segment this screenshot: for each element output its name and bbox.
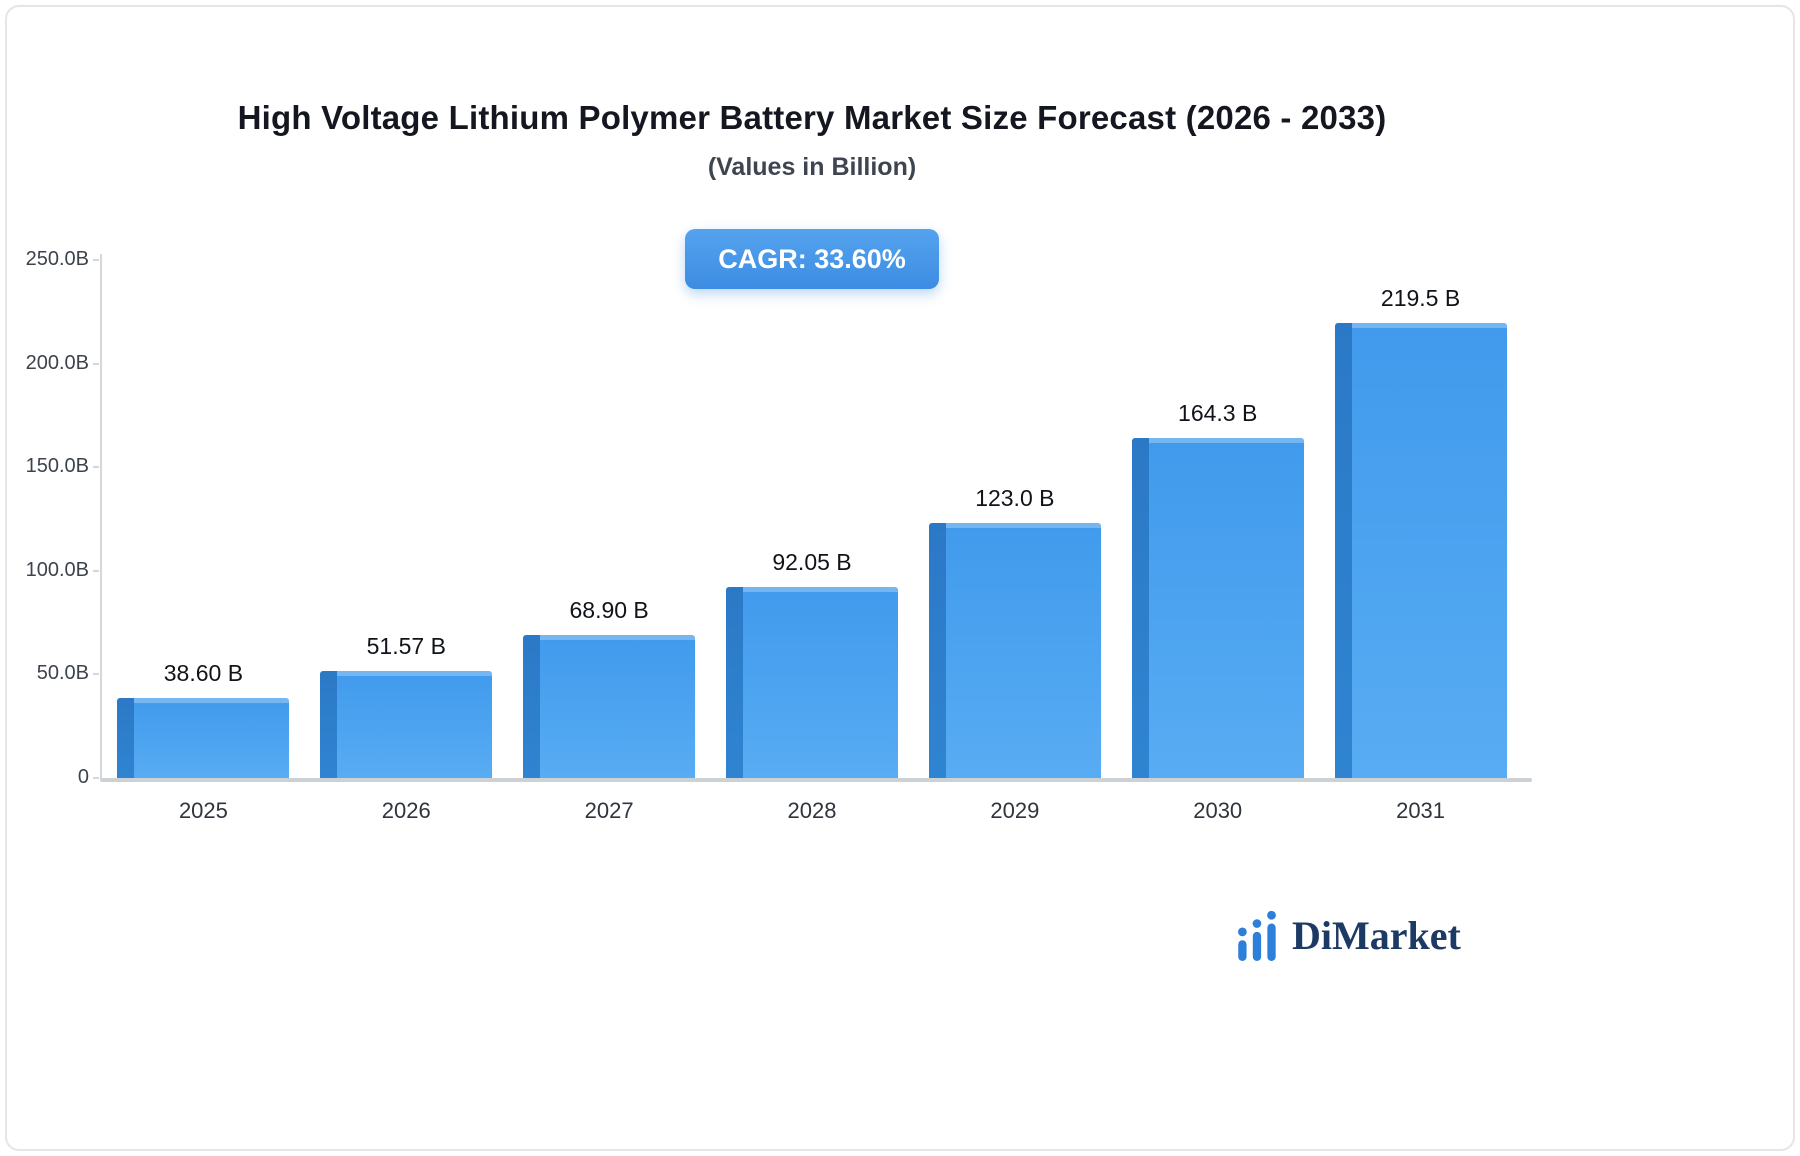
bar-value-label: 68.90 B (569, 597, 649, 624)
x-axis-label: 2025 (178, 798, 228, 823)
bar-2025 (117, 698, 290, 778)
x-axis-label: 2029 (990, 798, 1040, 823)
bar-side-face (1334, 323, 1352, 778)
bar-value-label: 92.05 B (772, 549, 852, 576)
bar-value-label: 164.3 B (1178, 399, 1258, 426)
cagr-badge-label: CAGR: 33.60% (718, 243, 906, 274)
bar-side-face (523, 635, 541, 778)
bars: 38.60 B 2025 51.57 B 2026 68.90 B 2027 92.05 B… (7, 7, 1793, 1149)
brand-logo-text: DiMarket (1292, 912, 1461, 958)
bar-2026 (320, 671, 493, 778)
bar-front-face (540, 635, 696, 778)
bar-2027 (523, 635, 696, 778)
bar-side-face (117, 698, 135, 778)
chart-card: High Voltage Lithium Polymer Battery Mar… (5, 5, 1795, 1151)
bar-front-face (1351, 323, 1507, 778)
bar-front-face (134, 698, 290, 778)
chart-title: High Voltage Lithium Polymer Battery Mar… (237, 99, 1387, 136)
bar-chart-logo-icon (1235, 909, 1281, 961)
bar-2031 (1334, 323, 1507, 778)
bar-2028 (726, 587, 898, 778)
bar-value-label: 38.60 B (163, 660, 244, 687)
x-axis-line (100, 778, 1532, 782)
bar-front-face (337, 671, 493, 778)
x-axis-label: 2027 (584, 798, 634, 823)
bar-side-face (320, 671, 338, 778)
bar-side-face (726, 587, 743, 778)
bar-front-face (1148, 437, 1304, 778)
x-axis-label: 2028 (787, 798, 837, 823)
x-axis-label: 2031 (1396, 798, 1446, 823)
bar-side-face (1131, 437, 1149, 778)
y-axis-line (100, 254, 102, 781)
bar-side-face (928, 523, 946, 778)
bar-2029 (928, 523, 1101, 778)
brand-logo: DiMarket (1235, 909, 1461, 961)
bar-value-label: 219.5 B (1380, 285, 1461, 312)
x-axis-label: 2030 (1193, 798, 1243, 823)
chart-subtitle: (Values in Billion) (707, 153, 917, 181)
x-axis-label: 2026 (381, 798, 431, 823)
bar-2030 (1131, 437, 1304, 778)
bar-value-label: 51.57 B (366, 633, 446, 660)
bar-value-label: 123.0 B (975, 485, 1055, 512)
bar-front-face (743, 587, 898, 778)
bar-front-face (945, 523, 1101, 778)
cagr-badge: CAGR: 33.60% (685, 229, 939, 289)
